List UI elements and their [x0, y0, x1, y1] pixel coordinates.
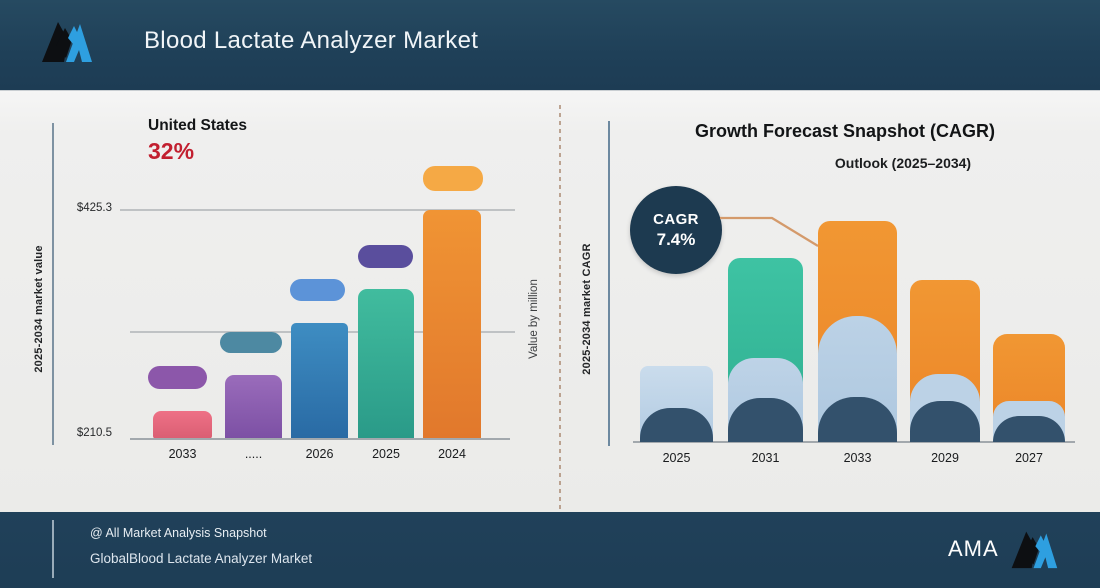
content-panel: 2025-2034 market value United States 32%… [0, 90, 1100, 587]
x-axis-label-2033: 2033 [168, 447, 197, 461]
left-bar-cap-..... [220, 332, 282, 353]
y-tick-bottom: $210.5 [76, 427, 112, 439]
x-axis-label-2024: 2024 [438, 447, 466, 461]
left-bar-2033 [153, 411, 212, 439]
x-axis-label-.....: ..... [244, 447, 263, 461]
brand-logo-icon [42, 22, 92, 62]
cagr-badge-label: CAGR [653, 210, 699, 228]
x-axis-label-2025: 2025 [372, 447, 400, 461]
right-y-axis [608, 121, 610, 446]
panel-divider [559, 105, 561, 587]
footer-brand-logo-icon [1011, 531, 1058, 569]
right-bar-2025-seg1 [640, 408, 713, 442]
right-bar-2033-seg2 [818, 397, 897, 442]
footer-credit: @ All Market Analysis Snapshot [90, 526, 267, 540]
right-bar-2027-seg2 [993, 416, 1065, 442]
left-y-axis [52, 123, 54, 445]
left-bar-2024 [423, 210, 481, 439]
left-bar-cap-2024 [423, 166, 483, 191]
footer-brand-text: AMA [948, 536, 999, 561]
left-bar-cap-2033 [148, 366, 207, 389]
x-axis-label-2025: 2025 [662, 451, 691, 465]
y-tick-top: $425.3 [76, 202, 112, 214]
cagr-badge: CAGR 7.4% [630, 186, 722, 274]
left-chart-title: United States [148, 117, 248, 134]
left-bars-group: 2033..... 2026 2025 2024 [0, 91, 1100, 513]
page-title: Blood Lactate Analyzer Market [144, 27, 479, 54]
callout-line [720, 216, 819, 247]
right-bar-2031-seg2 [728, 398, 803, 442]
footer: @ All Market Analysis Snapshot GlobalBlo… [0, 512, 1100, 588]
x-axis-label-2029: 2029 [931, 451, 959, 465]
header: Blood Lactate Analyzer Market [0, 0, 1100, 90]
left-chart-highlight-value: 32% [148, 138, 195, 164]
left-x-axis [130, 438, 510, 440]
left-bar-2025 [358, 289, 414, 439]
cagr-badge-value: 7.4% [656, 229, 696, 249]
left-bar-cap-2026 [290, 279, 345, 301]
x-axis-label-2027: 2027 [1015, 451, 1043, 465]
gridline-upper [120, 209, 515, 211]
left-bar-..... [225, 375, 282, 439]
left-bar-2026 [291, 323, 348, 439]
left-bar-cap-2025 [358, 245, 413, 268]
x-axis-label-2033: 2033 [843, 451, 872, 465]
right-bar-2029-seg2 [910, 401, 980, 442]
x-axis-label-2026: 2026 [305, 447, 334, 461]
right-chart-title: Growth Forecast Snapshot (CAGR) [694, 121, 996, 141]
footer-report-title: GlobalBlood Lactate Analyzer Market [90, 551, 313, 566]
footer-divider [52, 520, 54, 578]
x-axis-label-2031: 2031 [751, 451, 780, 465]
right-chart-subtitle: Outlook (2025–2034) [834, 155, 972, 171]
right-bars-group: 2025 2031 2033 2029 2027 [0, 91, 1100, 513]
